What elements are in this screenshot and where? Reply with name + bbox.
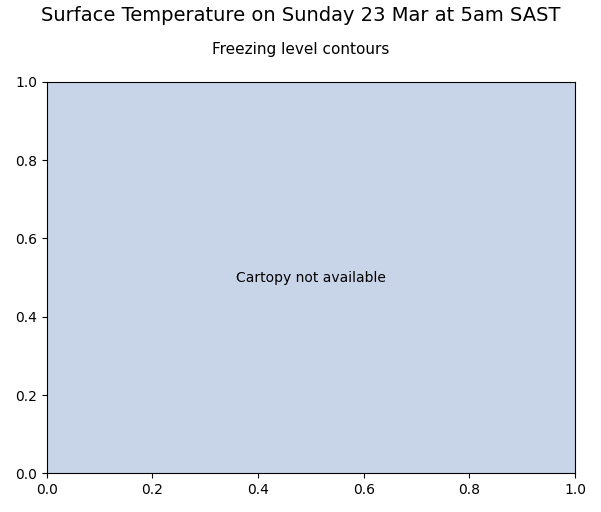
Text: Cartopy not available: Cartopy not available xyxy=(236,271,386,285)
Text: Surface Temperature on Sunday 23 Mar at 5am SAST: Surface Temperature on Sunday 23 Mar at … xyxy=(41,6,560,25)
Text: Freezing level contours: Freezing level contours xyxy=(212,41,389,57)
